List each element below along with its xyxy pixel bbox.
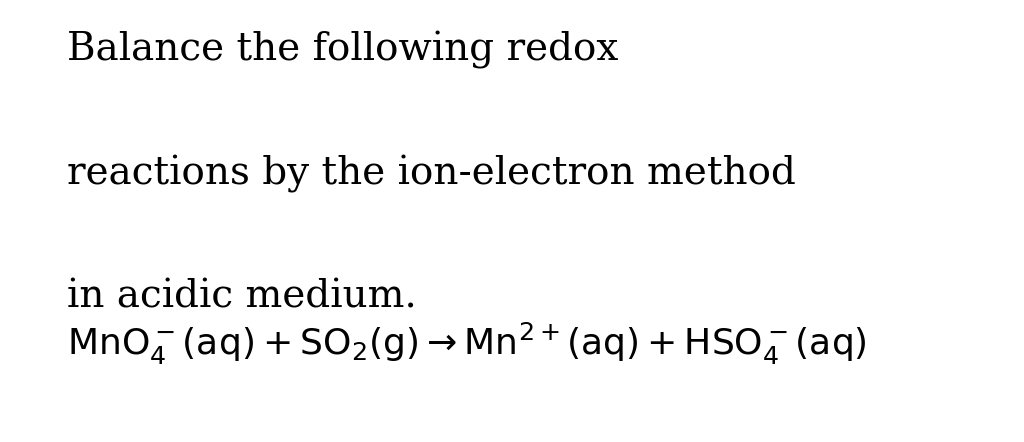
- Text: Balance the following redox: Balance the following redox: [67, 31, 617, 69]
- Text: in acidic medium.: in acidic medium.: [67, 278, 417, 316]
- Text: $\mathrm{MnO_4^-(aq) + SO_2(g) \rightarrow Mn^{2+}(aq) + HSO_4^-(aq)}$: $\mathrm{MnO_4^-(aq) + SO_2(g) \rightarr…: [67, 320, 866, 367]
- Text: reactions by the ion-electron method: reactions by the ion-electron method: [67, 155, 796, 193]
